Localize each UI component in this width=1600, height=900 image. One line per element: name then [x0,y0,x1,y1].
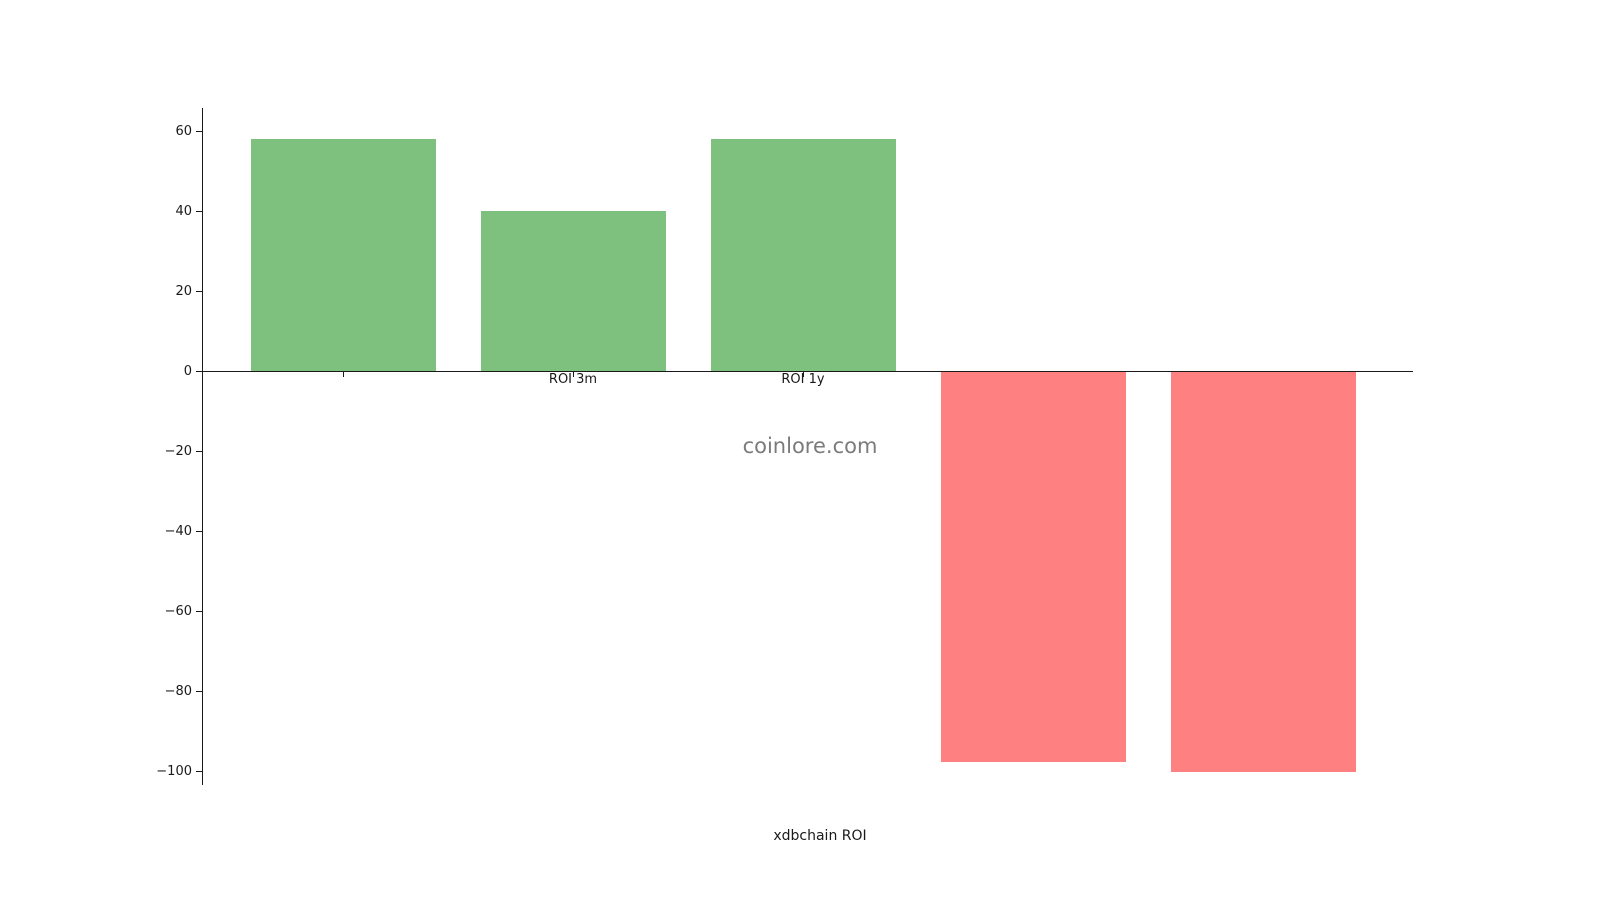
bar [480,211,666,371]
x-tick-mark [803,371,804,377]
bar [710,139,896,371]
y-tick-mark [196,451,202,452]
watermark: coinlore.com [742,434,878,458]
bar [1170,372,1356,772]
y-tick-label: −40 [164,524,192,539]
y-tick-label: 40 [175,204,192,219]
y-tick-label: 20 [175,284,192,299]
y-tick-label: 0 [183,364,192,379]
y-tick-mark [196,611,202,612]
y-tick-label: 60 [175,124,192,139]
y-tick-mark [196,131,202,132]
bar [940,372,1126,762]
y-tick-label: −100 [156,764,192,779]
x-tick-mark [343,371,344,377]
y-tick-mark [196,771,202,772]
y-tick-label: −60 [164,604,192,619]
y-tick-mark [196,291,202,292]
y-axis-line [202,108,203,785]
y-tick-mark [196,211,202,212]
x-axis-title: xdbchain ROI [773,828,867,844]
x-tick-label: ROI 1y [781,372,825,387]
y-tick-mark [196,531,202,532]
bar [250,139,436,371]
x-tick-mark [573,371,574,377]
x-tick-label: ROI 3m [548,372,598,387]
y-tick-label: −20 [164,444,192,459]
y-tick-mark [196,371,202,372]
y-tick-label: −80 [164,684,192,699]
y-tick-mark [196,691,202,692]
x-axis-line [202,371,1413,372]
